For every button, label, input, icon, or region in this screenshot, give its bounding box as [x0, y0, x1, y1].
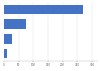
Bar — [4, 49, 7, 58]
Bar — [4, 19, 26, 29]
Bar — [4, 5, 83, 14]
Bar — [4, 34, 12, 44]
